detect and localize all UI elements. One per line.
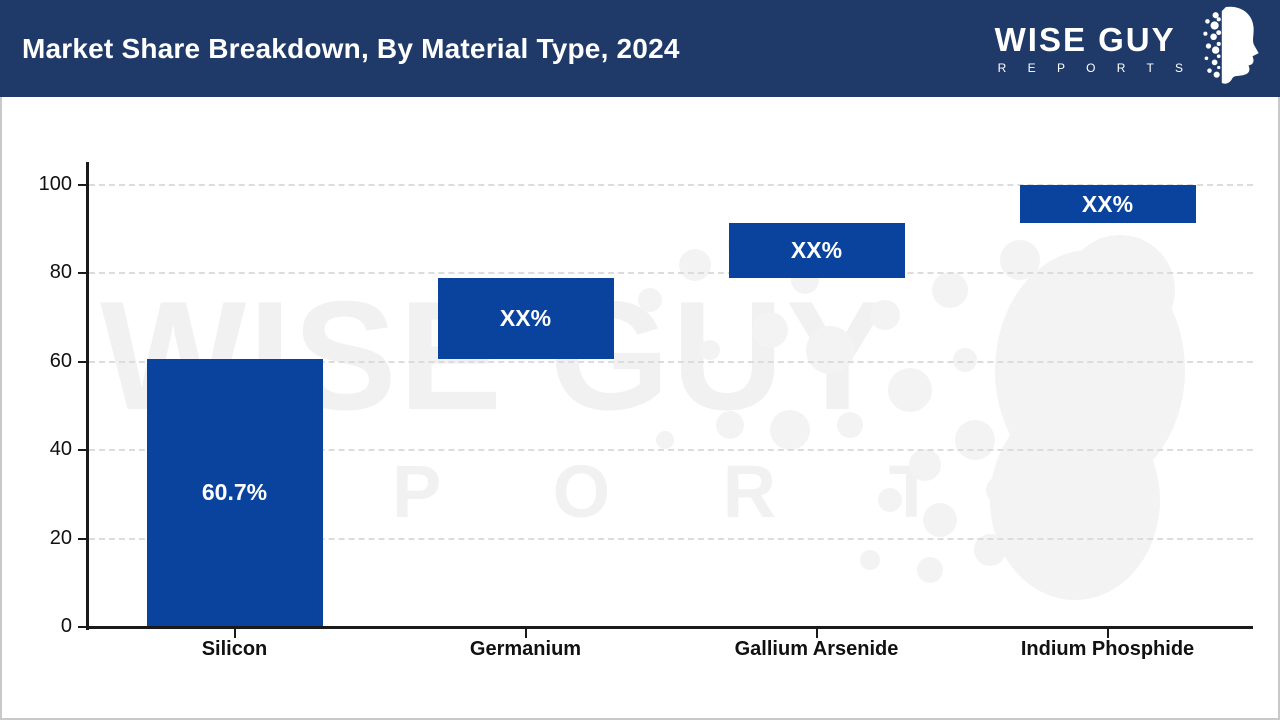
page-title: Market Share Breakdown, By Material Type… — [22, 32, 680, 64]
dotted-face-profile-icon — [1194, 5, 1266, 92]
brand-name: WISE GUY — [994, 20, 1176, 58]
header-bar: Market Share Breakdown, By Material Type… — [0, 0, 1280, 97]
watermark-text-line2: P O R T S — [392, 450, 1142, 533]
brand-wordmark: WISE GUY R E P O R T S — [995, 23, 1192, 75]
dotted-face-profile-watermark — [620, 210, 1190, 615]
brand-logo: WISE GUY R E P O R T S — [995, 5, 1280, 92]
brand-subtitle: R E P O R T S — [997, 60, 1192, 75]
